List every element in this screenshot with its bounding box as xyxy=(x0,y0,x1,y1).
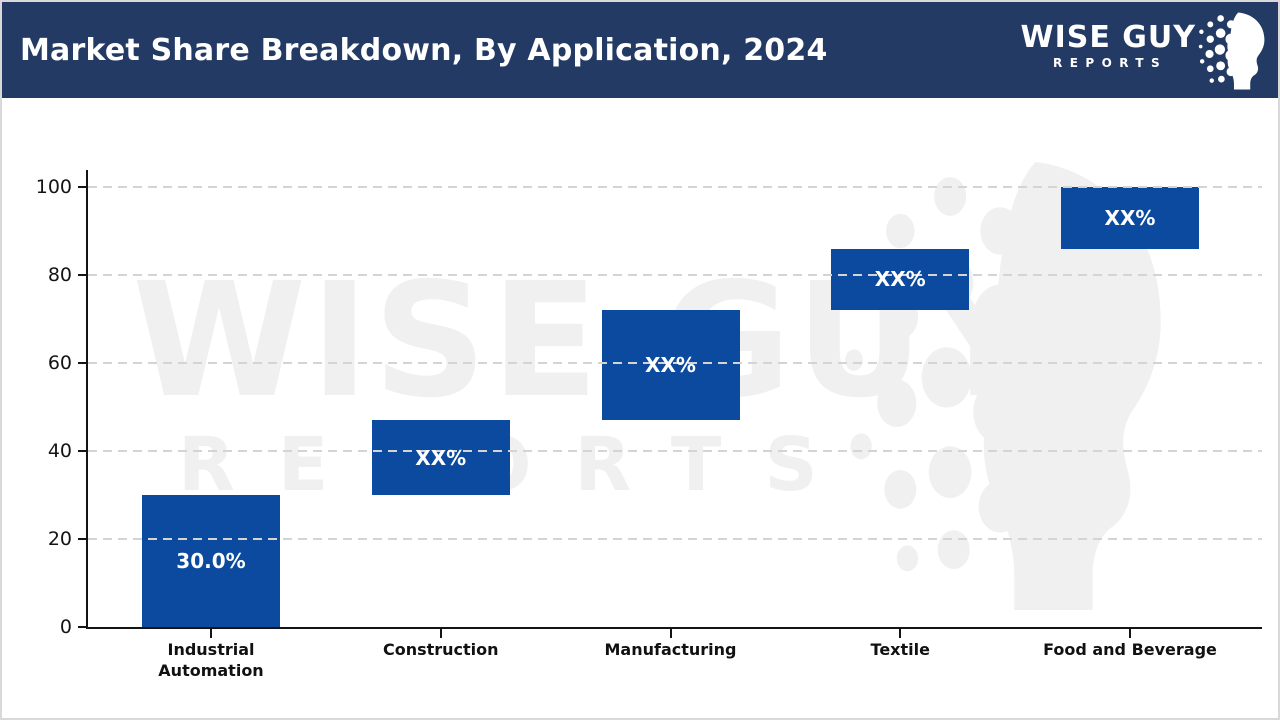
y-tick-label: 100 xyxy=(35,176,72,198)
bar-industrial-automation xyxy=(142,495,280,627)
x-tick-label: Food and Beverage xyxy=(1043,640,1217,659)
header: Market Share Breakdown, By Application, … xyxy=(2,2,1278,98)
y-tick-mark xyxy=(78,186,88,188)
brand-face-icon xyxy=(1198,12,1265,90)
gridline xyxy=(88,186,1262,188)
bar-manufacturing xyxy=(601,310,740,421)
bar-value-label: XX% xyxy=(415,445,467,470)
gridline xyxy=(88,450,1262,452)
y-tick-mark xyxy=(78,450,88,452)
brand-subtitle: REPORTS xyxy=(1053,55,1168,70)
brand-logo-text: WISE GUY REPORTS xyxy=(1020,22,1196,70)
bar-value-label: 30.0% xyxy=(176,549,246,573)
watermark-subtext: REPORTS xyxy=(178,422,861,508)
y-tick-label: 20 xyxy=(47,528,72,550)
bar-value-label: XX% xyxy=(1104,205,1156,230)
y-tick-mark xyxy=(78,362,88,364)
x-tick-label: Textile xyxy=(870,640,930,659)
x-tick-mark xyxy=(210,629,212,638)
y-tick-label: 80 xyxy=(47,264,72,286)
x-tick-label: Industrial Automation xyxy=(158,640,264,680)
x-tick-label: Construction xyxy=(382,640,499,659)
x-tick-mark xyxy=(1129,629,1131,638)
page-title: Market Share Breakdown, By Application, … xyxy=(20,32,828,68)
x-tick-mark xyxy=(439,629,442,638)
y-axis-line xyxy=(86,170,88,629)
brand-logo: WISE GUY REPORTS xyxy=(1008,6,1268,96)
y-tick-label: 0 xyxy=(59,616,72,638)
x-tick-label: Manufacturing xyxy=(604,640,737,659)
y-tick-mark xyxy=(78,538,88,540)
gridline xyxy=(88,538,1262,540)
gridline xyxy=(88,362,1262,364)
y-tick-mark xyxy=(78,274,88,276)
x-tick-mark xyxy=(669,629,672,638)
x-axis-line xyxy=(86,627,1262,629)
y-tick-label: 40 xyxy=(47,440,72,462)
bar-construction xyxy=(371,420,510,495)
brand-name: WISE GUY xyxy=(1020,20,1196,55)
y-tick-label: 60 xyxy=(47,352,72,374)
y-tick-mark xyxy=(78,626,88,628)
gridline xyxy=(88,274,1262,276)
bar-value-label: XX% xyxy=(645,353,696,378)
bar-value-label: XX% xyxy=(874,267,926,292)
x-tick-mark xyxy=(899,629,902,638)
